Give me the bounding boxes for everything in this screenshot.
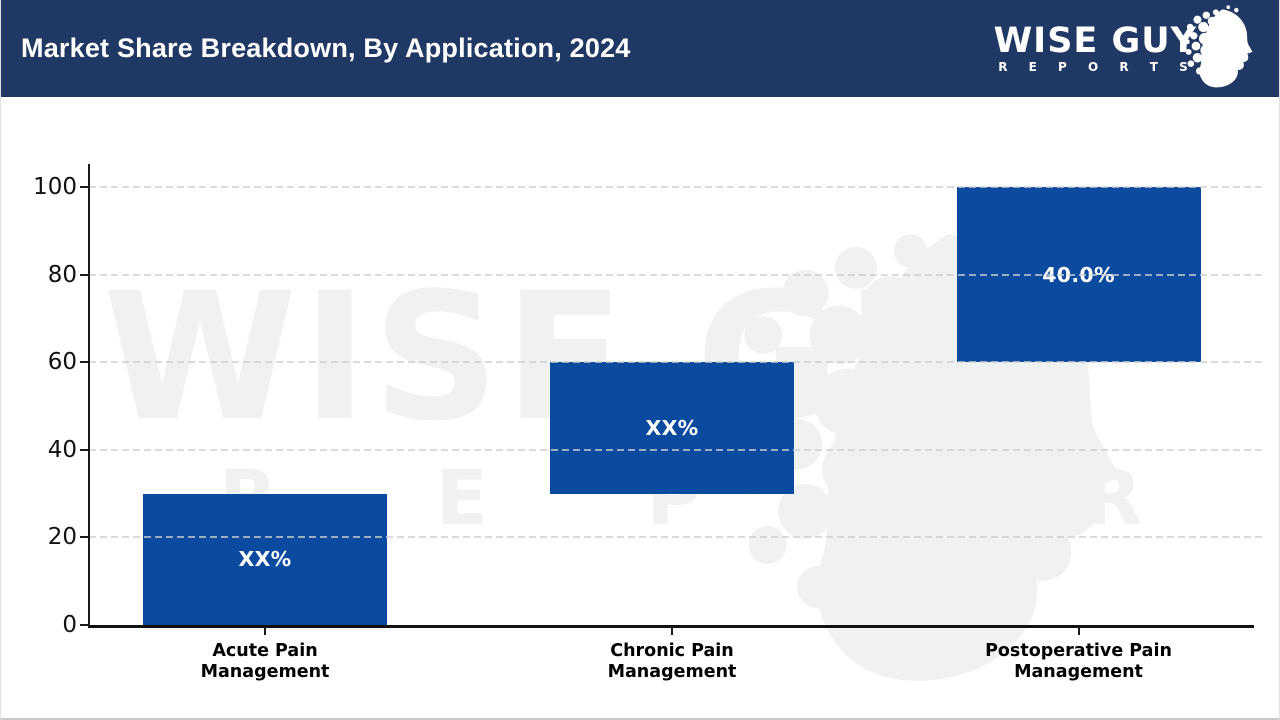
x-category-label: Acute Pain Management bbox=[200, 641, 330, 683]
y-tick-label-0: 0 bbox=[62, 612, 77, 638]
chart-plot-area: WISE GUY R E P O R T S 020406080100XX%XX… bbox=[1, 97, 1279, 718]
y-tick-label-100: 100 bbox=[33, 174, 77, 200]
y-tick-mark-40 bbox=[80, 448, 89, 451]
gridline-60 bbox=[89, 361, 1263, 364]
bar-segment: XX% bbox=[550, 362, 794, 494]
bar-value-label: XX% bbox=[645, 415, 699, 440]
y-tick-mark-80 bbox=[80, 273, 89, 276]
y-tick-label-20: 20 bbox=[47, 524, 77, 551]
logo-wordmark-line1: WISE GUY bbox=[993, 20, 1197, 61]
bar-segment: XX% bbox=[143, 493, 387, 625]
y-tick-label-40: 40 bbox=[47, 436, 77, 463]
wise-guy-reports-logo: WISE GUY R E P O R T S bbox=[994, 5, 1255, 93]
gridline-20 bbox=[89, 536, 1263, 539]
y-axis-line bbox=[88, 164, 90, 628]
logo-wordmark-line2: R E P O R T S bbox=[998, 60, 1197, 75]
x-tick-mark-1 bbox=[671, 627, 673, 635]
chart-title: Market Share Breakdown, By Application, … bbox=[21, 33, 631, 63]
x-tick-mark-2 bbox=[1077, 627, 1080, 635]
y-tick-mark-20 bbox=[80, 536, 89, 539]
gridline-100 bbox=[89, 186, 1263, 188]
header-bar: Market Share Breakdown, By Application, … bbox=[1, 0, 1279, 97]
y-tick-mark-100 bbox=[80, 186, 89, 188]
logo-wordmark: WISE GUY R E P O R T S bbox=[993, 20, 1197, 75]
y-tick-mark-0 bbox=[80, 624, 89, 626]
logo-dotted-head-icon bbox=[1181, 5, 1255, 93]
x-axis-line bbox=[88, 625, 1254, 628]
x-category-label: Postoperative Pain Management bbox=[985, 641, 1172, 683]
x-category-label: Chronic Pain Management bbox=[607, 641, 737, 683]
x-tick-mark-0 bbox=[264, 627, 266, 635]
gridline-80 bbox=[89, 273, 1263, 276]
y-tick-label-60: 60 bbox=[47, 349, 77, 376]
y-tick-label-80: 80 bbox=[47, 261, 77, 288]
y-tick-mark-60 bbox=[80, 361, 89, 364]
gridline-40 bbox=[89, 448, 1263, 451]
bar-value-label: XX% bbox=[238, 547, 292, 572]
